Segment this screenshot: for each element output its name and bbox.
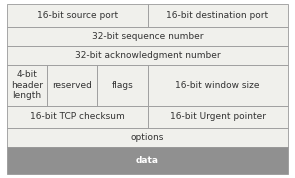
Bar	[148, 4, 288, 27]
Bar	[7, 27, 288, 46]
Bar	[7, 106, 148, 128]
Bar	[7, 4, 148, 27]
Bar	[97, 64, 148, 106]
Text: 16-bit Urgent pointer: 16-bit Urgent pointer	[170, 112, 266, 121]
Text: 16-bit destination port: 16-bit destination port	[166, 11, 269, 20]
Bar	[7, 128, 288, 147]
Text: 16-bit window size: 16-bit window size	[175, 81, 260, 90]
Bar	[7, 46, 288, 64]
Text: 16-bit source port: 16-bit source port	[37, 11, 118, 20]
Text: 4-bit
header
length: 4-bit header length	[11, 70, 43, 100]
Text: 32-bit acknowledgment number: 32-bit acknowledgment number	[75, 51, 220, 59]
Text: flags: flags	[112, 81, 133, 90]
Bar	[47, 64, 97, 106]
Text: reserved: reserved	[52, 81, 92, 90]
Text: 32-bit sequence number: 32-bit sequence number	[92, 32, 203, 41]
Text: data: data	[136, 156, 159, 165]
Text: options: options	[131, 133, 164, 142]
Bar	[7, 64, 47, 106]
Text: 16-bit TCP checksum: 16-bit TCP checksum	[30, 112, 125, 121]
Bar	[148, 106, 288, 128]
Bar	[148, 64, 288, 106]
Bar	[7, 147, 288, 174]
